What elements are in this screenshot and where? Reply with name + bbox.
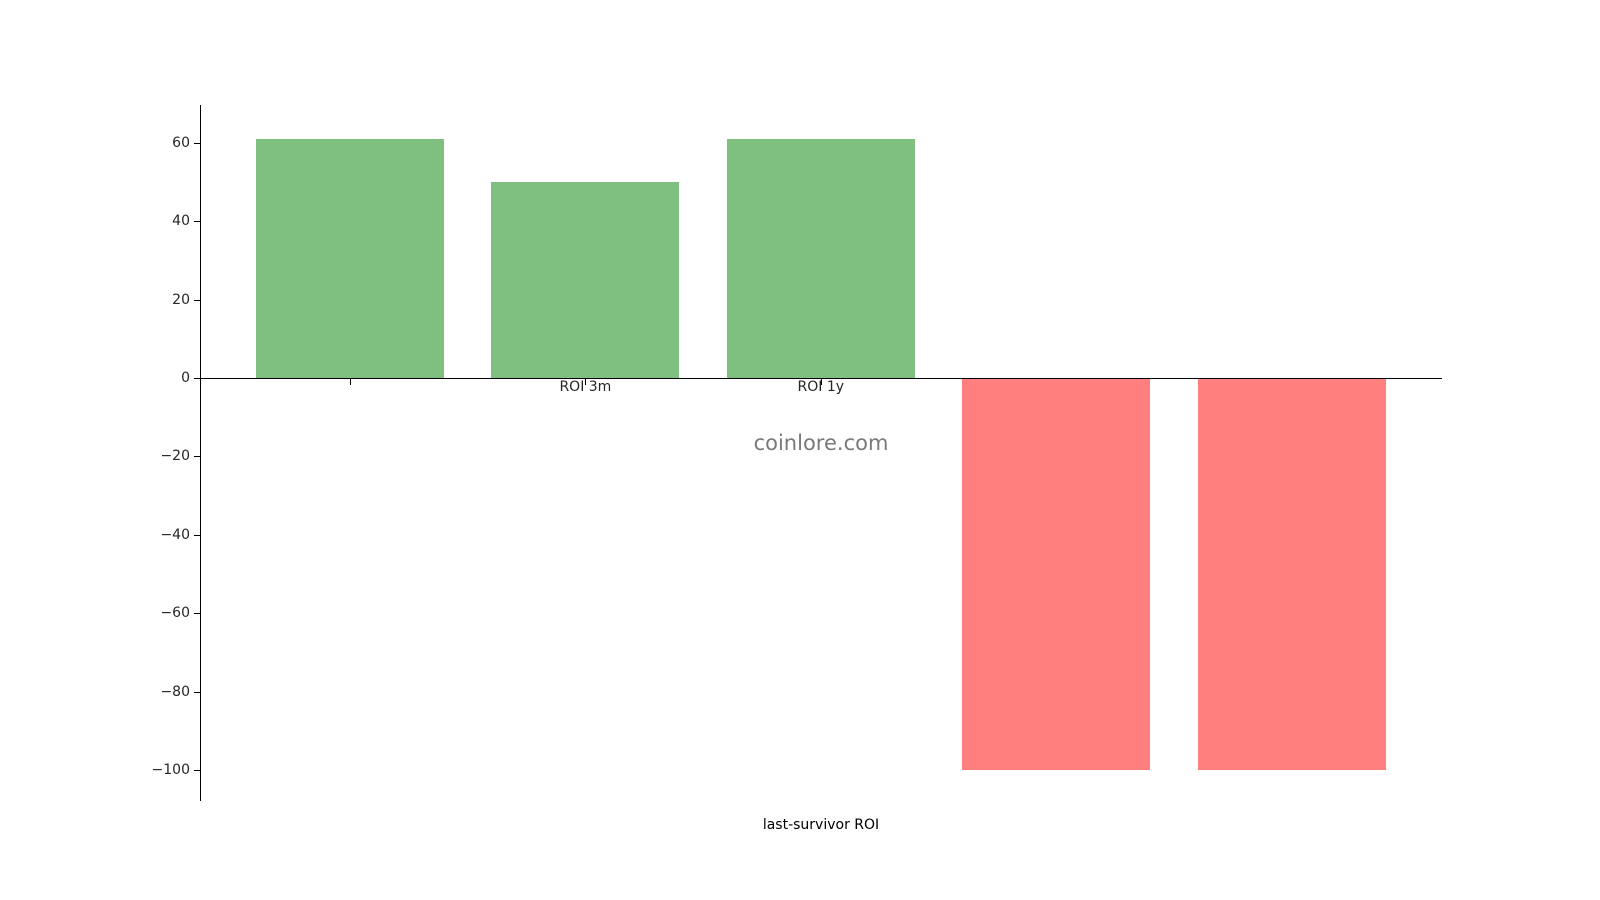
y-tick-label: −60 xyxy=(160,605,190,622)
bar xyxy=(491,182,680,378)
bar xyxy=(1197,378,1386,770)
y-axis-spine xyxy=(200,105,201,801)
x-tick-label: ROI 3m xyxy=(559,379,612,395)
y-tick-mark xyxy=(194,691,200,693)
y-tick-label: −20 xyxy=(160,448,190,465)
watermark: coinlore.com xyxy=(753,431,889,455)
y-tick-label: 20 xyxy=(172,291,190,308)
bar xyxy=(726,138,915,378)
x-tick-mark xyxy=(585,379,587,385)
bar xyxy=(962,378,1151,770)
y-tick-label: 0 xyxy=(181,370,190,386)
x-tick-label: ROI 1y xyxy=(797,379,845,395)
x-tick-mark xyxy=(820,379,822,385)
y-tick-label: −40 xyxy=(160,526,190,543)
y-tick-mark xyxy=(194,613,200,615)
y-tick-label: −100 xyxy=(151,762,190,778)
y-tick-label: 60 xyxy=(172,134,190,151)
bar xyxy=(256,138,444,378)
y-tick-mark xyxy=(194,221,200,223)
x-axis-zero-line xyxy=(200,378,1442,379)
y-tick-mark xyxy=(194,142,200,144)
y-tick-mark xyxy=(194,378,200,379)
y-tick-label: 40 xyxy=(172,213,190,230)
x-tick-mark xyxy=(350,379,351,385)
y-tick-mark xyxy=(194,534,200,536)
x-axis-title: last-survivor ROI xyxy=(762,817,880,833)
y-tick-label: −80 xyxy=(160,683,190,700)
y-tick-mark xyxy=(194,456,200,458)
y-tick-mark xyxy=(194,299,200,301)
y-tick-mark xyxy=(194,770,200,771)
